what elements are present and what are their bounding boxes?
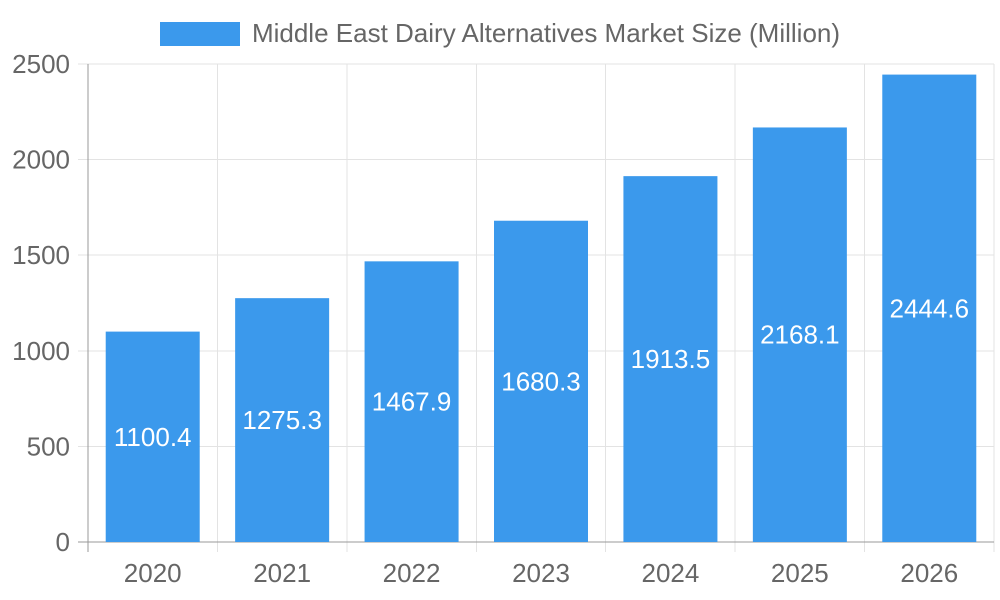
- bar-value-label-2026: 2444.6: [890, 293, 970, 323]
- bar-2025[interactable]: [752, 127, 847, 542]
- y-tick-label-1500: 1500: [12, 240, 70, 270]
- bar-2023[interactable]: [494, 220, 588, 543]
- bar-value-label-2022: 1467.9: [372, 387, 452, 417]
- bar-value-label-2020: 1100.4: [114, 422, 192, 452]
- bar-value-label-2023: 1680.3: [501, 366, 581, 396]
- legend-item[interactable]: Middle East Dairy Alternatives Market Si…: [0, 18, 1000, 49]
- bar-value-label-2024: 1913.5: [631, 344, 711, 374]
- legend-swatch: [159, 21, 240, 46]
- bar-2022[interactable]: [364, 261, 459, 542]
- x-tick-label-2024: 2024: [642, 558, 700, 588]
- y-tick-label-1000: 1000: [12, 336, 70, 366]
- x-tick-label-2020: 2020: [124, 558, 182, 588]
- y-tick-label-500: 500: [27, 431, 70, 461]
- bar-2020[interactable]: [105, 331, 200, 542]
- x-tick-label-2023: 2023: [512, 558, 570, 588]
- legend-label: Middle East Dairy Alternatives Market Si…: [251, 18, 841, 48]
- bar-value-label-2021: 1275.3: [242, 405, 322, 435]
- bar-2026[interactable]: [882, 74, 977, 543]
- x-tick-label-2021: 2021: [253, 558, 311, 588]
- x-tick-label-2022: 2022: [383, 558, 441, 588]
- y-tick-label-2000: 2000: [12, 145, 70, 175]
- y-tick-label-0: 0: [56, 527, 70, 557]
- bar-2021[interactable]: [235, 298, 330, 542]
- bar-value-label-2025: 2168.1: [760, 320, 840, 350]
- x-tick-label-2026: 2026: [900, 558, 958, 588]
- x-tick-label-2025: 2025: [771, 558, 829, 588]
- bar-2024[interactable]: [623, 176, 718, 542]
- y-tick-label-2500: 2500: [12, 49, 70, 79]
